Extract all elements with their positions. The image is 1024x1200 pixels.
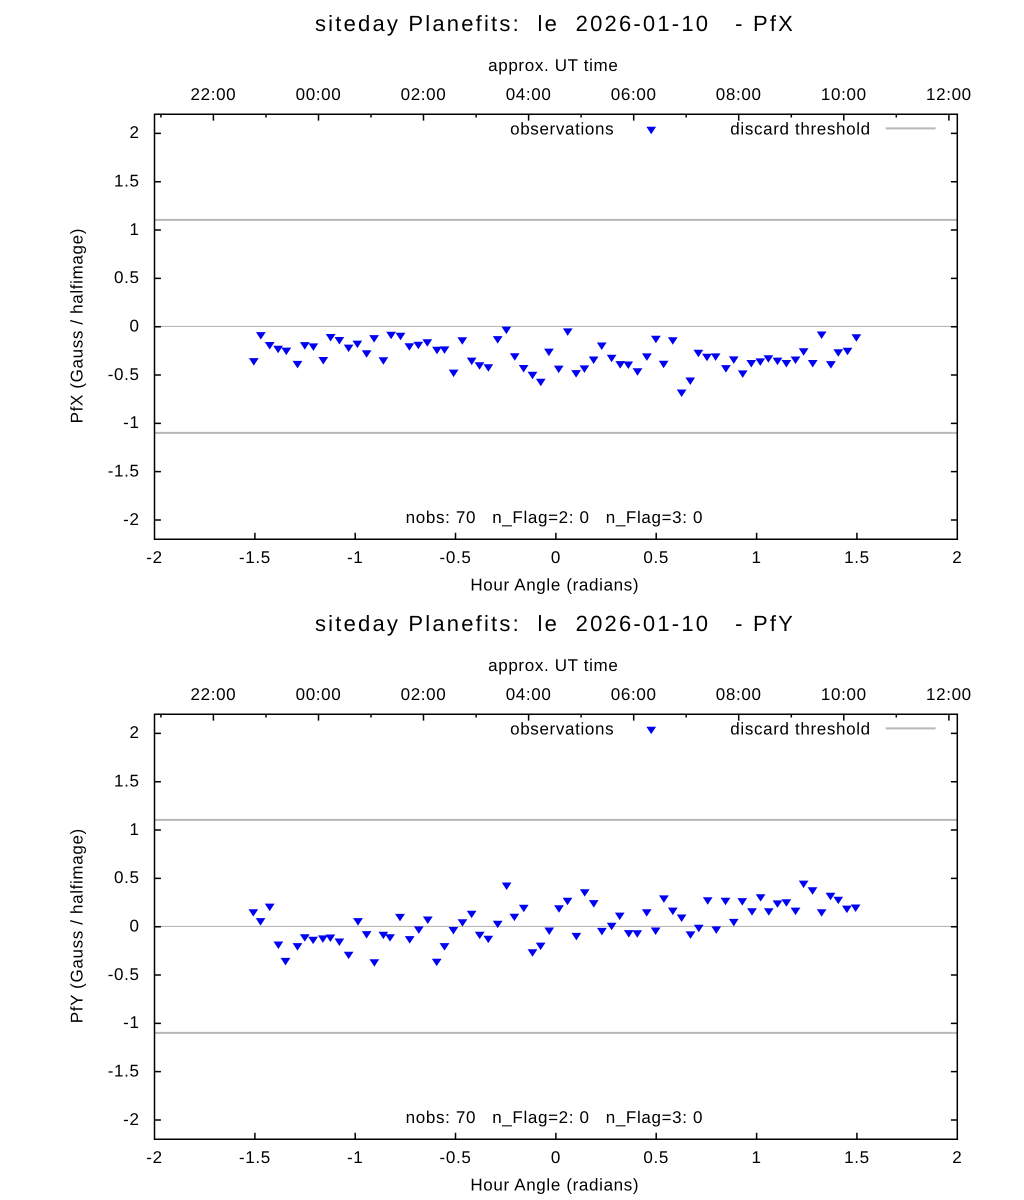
svg-text:approx. UT time: approx. UT time (488, 56, 618, 75)
svg-text:2: 2 (952, 1148, 962, 1167)
svg-text:0: 0 (129, 917, 139, 936)
svg-text:2: 2 (129, 723, 139, 742)
svg-text:discard threshold: discard threshold (730, 120, 871, 139)
svg-text:-0.5: -0.5 (440, 548, 472, 567)
svg-text:observations: observations (510, 720, 614, 739)
svg-text:22:00: 22:00 (191, 85, 237, 104)
svg-text:0: 0 (551, 548, 561, 567)
svg-text:0: 0 (129, 317, 139, 336)
svg-text:1.5: 1.5 (114, 172, 140, 191)
svg-text:PfY (Gauss / halfimage): PfY (Gauss / halfimage) (68, 828, 87, 1023)
svg-text:discard threshold: discard threshold (730, 720, 871, 739)
svg-text:08:00: 08:00 (716, 85, 762, 104)
svg-text:2: 2 (129, 123, 139, 142)
svg-text:-2: -2 (123, 510, 139, 529)
svg-text:PfX (Gauss / halfimage): PfX (Gauss / halfimage) (68, 228, 87, 423)
svg-text:-2: -2 (146, 1148, 162, 1167)
svg-text:12:00: 12:00 (926, 685, 972, 704)
svg-text:approx. UT time: approx. UT time (488, 656, 618, 675)
svg-text:-1.5: -1.5 (239, 548, 271, 567)
svg-text:-1.5: -1.5 (108, 462, 140, 481)
svg-text:0: 0 (551, 1148, 561, 1167)
svg-text:0.5: 0.5 (114, 268, 140, 287)
svg-text:1.5: 1.5 (844, 1148, 870, 1167)
svg-text:nobs: 70 n_Flag=2: 0 n_Fla: nobs: 70 n_Flag=2: 0 n_Flag=3: 0 (406, 508, 703, 527)
svg-text:1.5: 1.5 (844, 548, 870, 567)
svg-text:04:00: 04:00 (506, 85, 552, 104)
svg-text:0.5: 0.5 (643, 1148, 669, 1167)
svg-text:-1: -1 (347, 1148, 363, 1167)
svg-text:02:00: 02:00 (401, 685, 447, 704)
svg-text:-2: -2 (123, 1110, 139, 1129)
svg-text:1: 1 (129, 820, 139, 839)
svg-text:06:00: 06:00 (611, 85, 657, 104)
svg-text:1: 1 (129, 220, 139, 239)
svg-text:04:00: 04:00 (506, 685, 552, 704)
svg-text:-1: -1 (123, 1013, 139, 1032)
svg-text:0.5: 0.5 (114, 868, 140, 887)
svg-text:-1.5: -1.5 (239, 1148, 271, 1167)
svg-text:Hour Angle (radians): Hour Angle (radians) (470, 576, 639, 595)
svg-text:10:00: 10:00 (821, 685, 867, 704)
svg-text:siteday Planefits: le 2026-0: siteday Planefits: le 2026-01-10 - PfX (315, 11, 795, 36)
svg-text:-1: -1 (347, 548, 363, 567)
svg-text:08:00: 08:00 (716, 685, 762, 704)
svg-text:-1.5: -1.5 (108, 1062, 140, 1081)
svg-text:12:00: 12:00 (926, 85, 972, 104)
svg-text:-0.5: -0.5 (440, 1148, 472, 1167)
svg-text:1: 1 (752, 1148, 762, 1167)
svg-text:-0.5: -0.5 (108, 965, 140, 984)
svg-text:1: 1 (752, 548, 762, 567)
svg-text:2: 2 (952, 548, 962, 567)
svg-text:-1: -1 (123, 413, 139, 432)
svg-text:-2: -2 (146, 548, 162, 567)
svg-text:00:00: 00:00 (296, 85, 342, 104)
svg-text:10:00: 10:00 (821, 85, 867, 104)
svg-text:22:00: 22:00 (191, 685, 237, 704)
svg-text:0.5: 0.5 (643, 548, 669, 567)
svg-text:Hour Angle (radians): Hour Angle (radians) (470, 1176, 639, 1195)
svg-text:00:00: 00:00 (296, 685, 342, 704)
svg-text:1.5: 1.5 (114, 772, 140, 791)
svg-text:-0.5: -0.5 (108, 365, 140, 384)
svg-text:02:00: 02:00 (401, 85, 447, 104)
svg-text:observations: observations (510, 120, 614, 139)
svg-text:nobs: 70 n_Flag=2: 0 n_Fla: nobs: 70 n_Flag=2: 0 n_Flag=3: 0 (406, 1108, 703, 1127)
svg-text:siteday Planefits: le 2026-0: siteday Planefits: le 2026-01-10 - PfY (315, 611, 795, 636)
svg-text:06:00: 06:00 (611, 685, 657, 704)
